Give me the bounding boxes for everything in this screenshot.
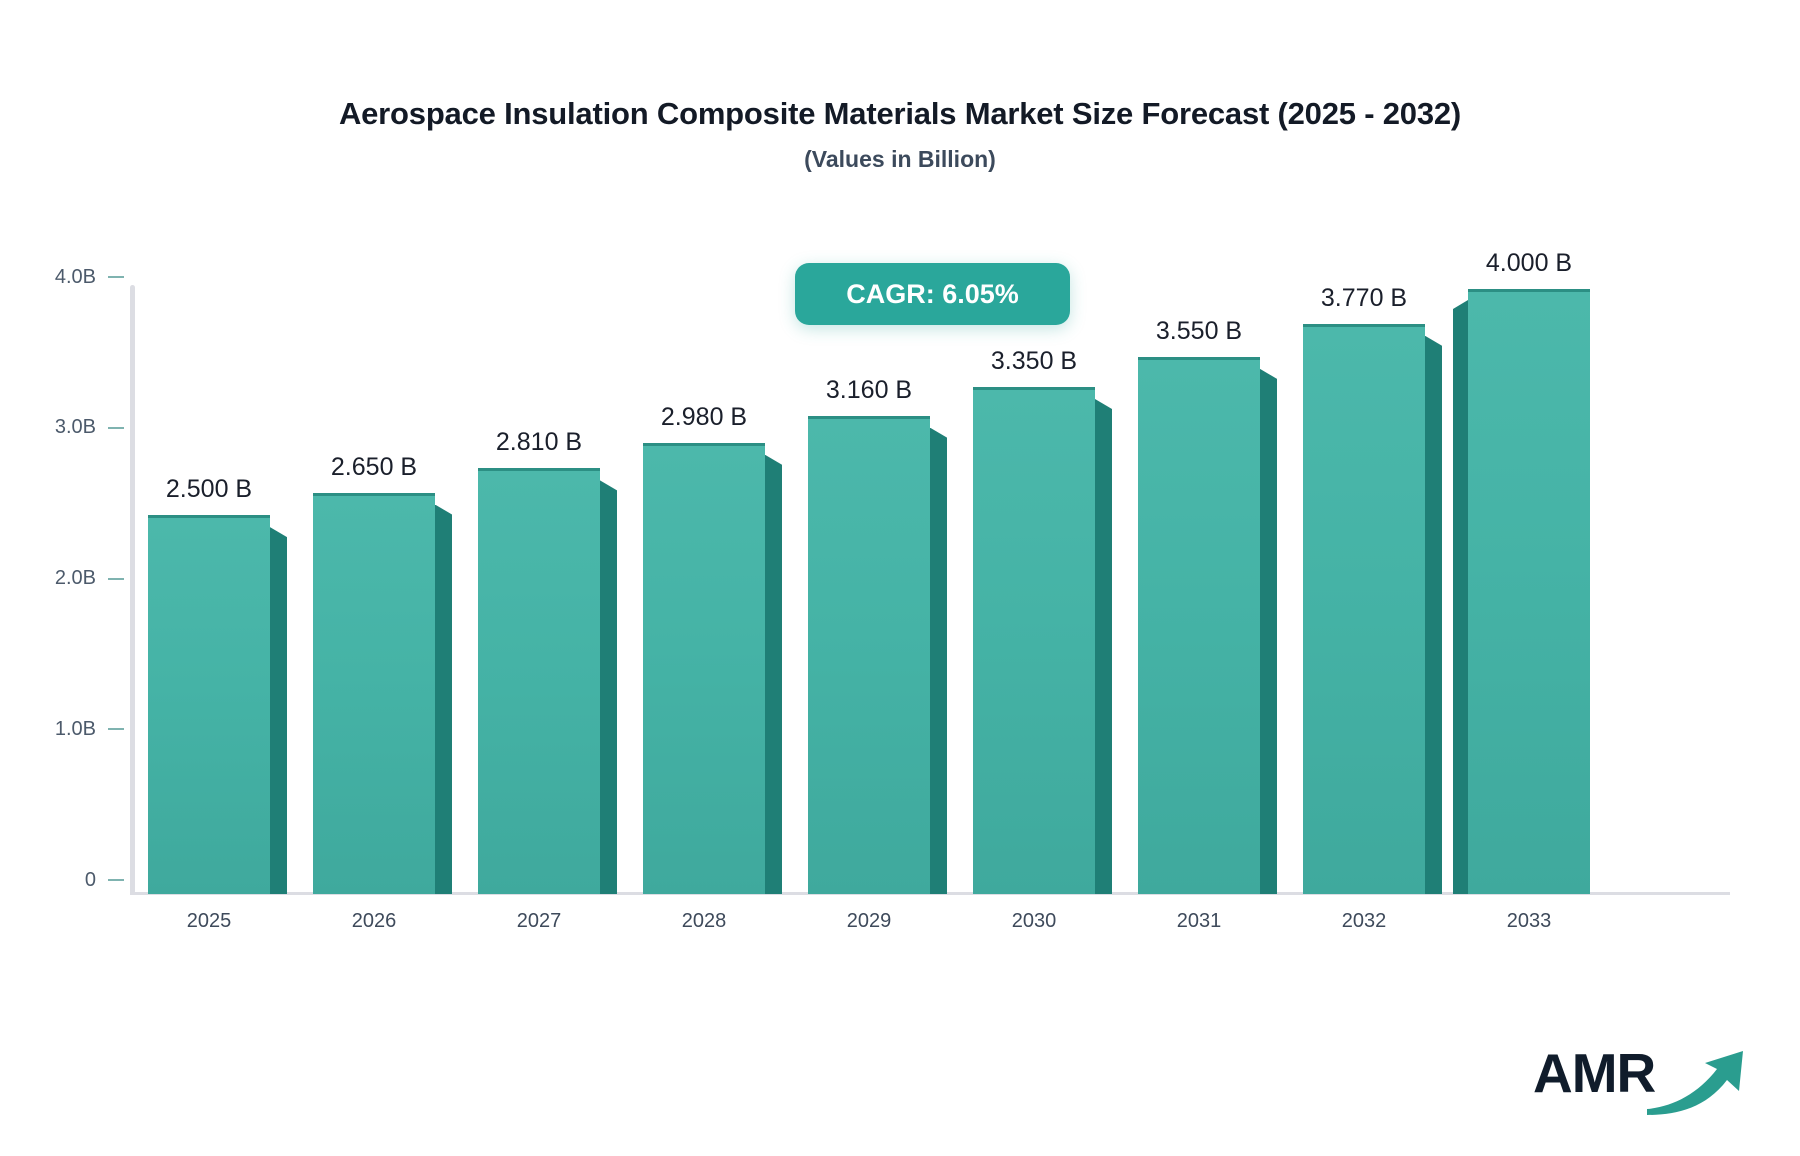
- bar-value-label: 2.650 B: [330, 452, 418, 481]
- x-axis-tick-label: 2032: [1341, 910, 1387, 932]
- y-axis-line: [130, 285, 135, 894]
- y-axis-tick-label: 0: [84, 868, 96, 891]
- y-axis-tick-label: 4.0B: [54, 265, 96, 288]
- bar-body: [1303, 323, 1442, 894]
- y-axis-tick: 3.0B: [0, 416, 130, 440]
- bar-top-edge: [478, 468, 600, 472]
- y-axis-tick-label: 2.0B: [54, 567, 96, 589]
- bar-value-label: 4.000 B: [1485, 249, 1573, 277]
- bar-value-label: 2.810 B: [495, 428, 583, 457]
- chart-subtitle: (Values in Billion): [804, 146, 996, 173]
- x-axis-tick-label: 2026: [351, 910, 397, 932]
- title-block: Aerospace Insulation Composite Materials…: [0, 95, 1800, 173]
- bar[interactable]: 4.000 B: [1453, 249, 1590, 894]
- bar-right-face: [930, 427, 947, 894]
- bar-right-face: [600, 480, 617, 894]
- x-axis-tick-label: 2029: [846, 910, 892, 932]
- x-axis-tick-label: 2033: [1506, 910, 1552, 932]
- plot-area: 2.500 B 2.650 B 2.810 B 2.980 B 3.160 B 3.350…: [130, 249, 1730, 932]
- cagr-badge: CAGR: 6.05%: [795, 263, 1070, 325]
- x-axis-tick-label: 2030: [1011, 910, 1057, 932]
- amr-logo-text: AMR: [1533, 1042, 1656, 1104]
- bar[interactable]: 3.160 B: [808, 376, 947, 894]
- bar-value-label: 3.350 B: [990, 347, 1078, 375]
- bar-front-face: [1138, 358, 1260, 894]
- y-axis-tick: 4.0B: [0, 265, 130, 289]
- bar-top-edge: [1468, 289, 1590, 292]
- bar[interactable]: 3.770 B: [1303, 284, 1442, 894]
- bar-right-face: [765, 454, 782, 894]
- bar-right-face: [1425, 335, 1442, 894]
- y-axis-tick: 1.0B: [0, 717, 130, 741]
- y-axis-tick: 2.0B: [0, 567, 130, 591]
- bar-value-label: 3.550 B: [1155, 316, 1243, 345]
- bar-front-face: [313, 494, 435, 894]
- y-axis-tick: 0: [0, 868, 130, 892]
- bar[interactable]: 2.810 B: [478, 428, 617, 894]
- y-axis-tick-mark: [108, 728, 124, 731]
- bar-top-edge: [973, 387, 1095, 390]
- bar-body: [1138, 356, 1277, 894]
- y-axis-tick-mark: [108, 276, 124, 278]
- y-axis-tick-mark: [108, 426, 124, 429]
- bar-body: [1453, 289, 1590, 894]
- bar-right-face: [270, 527, 287, 894]
- bar-front-face: [973, 389, 1095, 894]
- y-axis-tick-mark: [108, 577, 124, 580]
- bar-value-label: 3.160 B: [825, 375, 913, 404]
- bar-value-label: 2.500 B: [165, 475, 253, 504]
- bar-front-face: [148, 517, 270, 894]
- y-axis-tick-mark: [108, 879, 124, 881]
- bar[interactable]: 2.980 B: [643, 403, 782, 894]
- bar-top-edge: [313, 492, 435, 496]
- amr-logo: AMR: [1533, 1035, 1753, 1115]
- y-axis-labels: 0 1.0B 2.0B 3.0B 4.0B: [0, 266, 130, 897]
- bar-body: [478, 468, 617, 894]
- bar-left-face: [1453, 300, 1468, 894]
- bar-top-edge: [808, 415, 930, 419]
- y-axis-tick-label: 1.0B: [54, 717, 96, 740]
- x-axis-tick-label: 2025: [186, 910, 232, 932]
- bar-right-face: [435, 504, 452, 894]
- x-axis-tick-label: 2031: [1176, 910, 1222, 932]
- bar-value-label: 2.980 B: [660, 402, 748, 431]
- bar-top-edge: [643, 442, 765, 446]
- bar[interactable]: 2.650 B: [313, 453, 452, 894]
- bar-front-face: [478, 470, 600, 894]
- bar-top-edge: [1138, 356, 1260, 360]
- bar-value-label: 3.770 B: [1320, 283, 1408, 312]
- x-axis-tick-label: 2028: [681, 910, 727, 932]
- bar-top-edge: [148, 515, 270, 519]
- bar-body: [973, 387, 1112, 894]
- cagr-badge-label: CAGR: 6.05%: [846, 278, 1019, 309]
- bar-top-edge: [1303, 323, 1425, 327]
- bar-front-face: [1468, 291, 1590, 894]
- bar-front-face: [643, 444, 765, 894]
- bar[interactable]: 3.550 B: [1138, 317, 1277, 894]
- bar-body: [808, 415, 947, 894]
- bar[interactable]: 2.500 B: [148, 475, 287, 894]
- x-axis-tick-label: 2027: [516, 910, 562, 932]
- bar[interactable]: 3.350 B: [973, 347, 1112, 894]
- bar-body: [313, 492, 452, 894]
- bar-right-face: [1095, 399, 1112, 894]
- bar-body: [643, 442, 782, 894]
- bar-front-face: [808, 417, 930, 894]
- trending-up-arrow-icon: [1645, 1047, 1750, 1122]
- bar-right-face: [1260, 368, 1277, 894]
- bar-body: [148, 515, 287, 894]
- page-title: Aerospace Insulation Composite Materials…: [338, 96, 1462, 131]
- bar-front-face: [1303, 325, 1425, 894]
- y-axis-tick-label: 3.0B: [54, 416, 96, 439]
